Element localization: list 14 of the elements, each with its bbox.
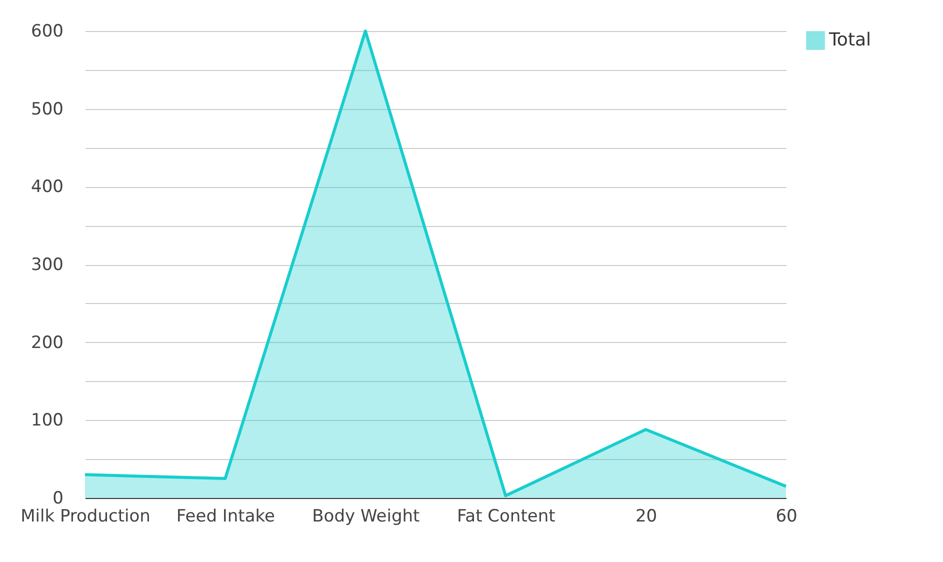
x-tick-label: 20: [635, 506, 658, 526]
legend-label: Total: [828, 30, 872, 50]
y-tick-label: 100: [31, 410, 64, 431]
x-tick-label: Feed Intake: [176, 506, 275, 526]
y-tick-label: 200: [31, 332, 64, 353]
x-tick-label: Fat Content: [456, 506, 556, 526]
y-tick-label: 400: [31, 177, 64, 198]
y-tick-label: 0: [52, 488, 64, 508]
y-tick-label: 500: [31, 99, 64, 120]
y-tick-label: 600: [31, 22, 64, 42]
y-tick-label: 300: [31, 255, 64, 275]
x-tick-label: Milk Production: [20, 506, 150, 526]
x-tick-label: 60: [776, 506, 798, 526]
x-tick-label: Body Weight: [312, 506, 420, 526]
